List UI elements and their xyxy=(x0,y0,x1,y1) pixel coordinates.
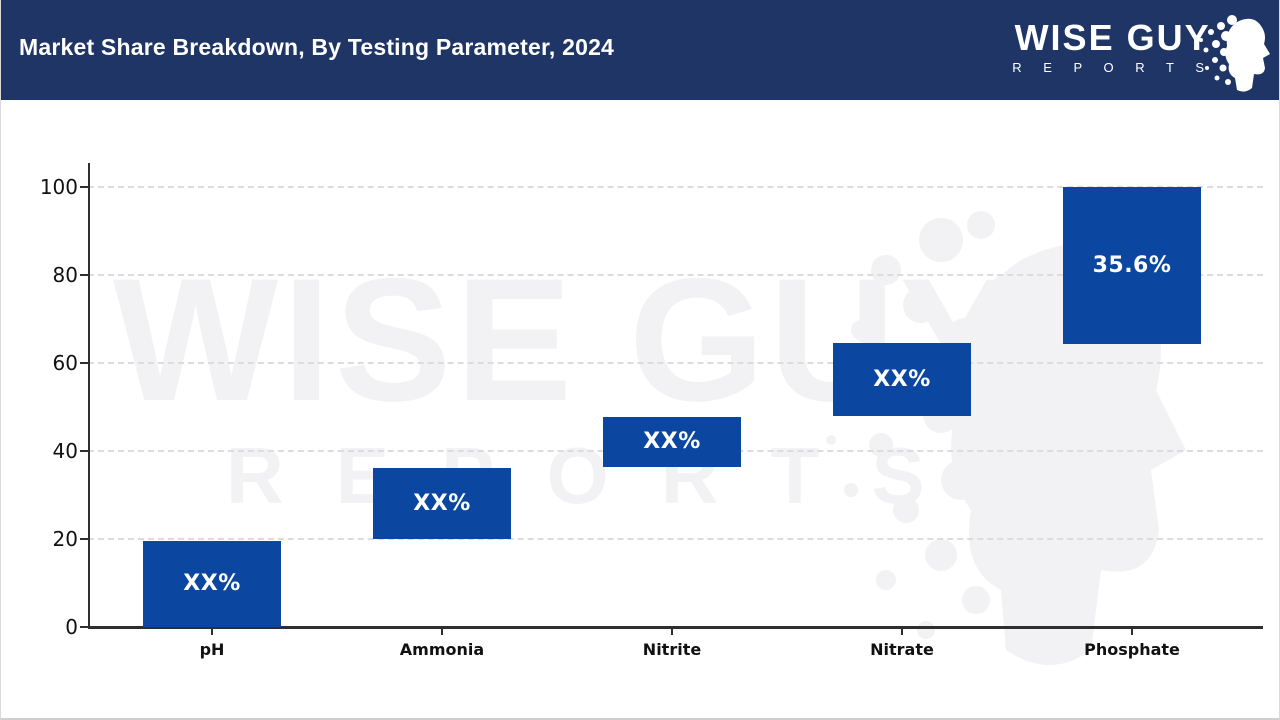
x-tick-label-pH: pH xyxy=(199,640,225,659)
bar-pH: XX% xyxy=(143,540,281,627)
y-tick-label-0: 0 xyxy=(65,615,78,639)
bar-Ammonia: XX% xyxy=(373,467,511,540)
y-tick-label-40: 40 xyxy=(52,439,78,463)
y-tick-40 xyxy=(80,450,88,452)
bar-Nitrate: XX% xyxy=(833,342,971,417)
gridline-100 xyxy=(88,186,1263,188)
x-axis-spine xyxy=(88,626,1263,629)
y-tick-label-80: 80 xyxy=(52,263,78,287)
x-tick-label-Phosphate: Phosphate xyxy=(1084,640,1180,659)
x-tick-label-Ammonia: Ammonia xyxy=(399,640,485,659)
logo-head-icon xyxy=(1199,15,1270,92)
bar-value-label-pH: XX% xyxy=(183,571,241,597)
y-tick-20 xyxy=(80,538,88,540)
chart-title: Market Share Breakdown, By Testing Param… xyxy=(19,34,615,60)
logo-wordmark: WISE GUY xyxy=(1014,17,1211,58)
x-tick-Nitrate xyxy=(901,627,903,635)
gridline-60 xyxy=(88,362,1263,364)
y-tick-label-20: 20 xyxy=(52,527,78,551)
y-tick-80 xyxy=(80,274,88,276)
y-tick-label-100: 100 xyxy=(39,175,78,199)
header-banner: Market Share Breakdown, By Testing Param… xyxy=(1,0,1279,100)
bar-value-label-Nitrate: XX% xyxy=(873,366,931,392)
bar-Nitrite: XX% xyxy=(603,416,741,467)
y-tick-0 xyxy=(80,626,88,628)
x-tick-pH xyxy=(211,627,213,635)
x-tick-label-Nitrate: Nitrate xyxy=(870,640,934,659)
logo-text: WISE GUY R E P O R T S xyxy=(1012,18,1213,75)
chart-area: WISE GUY REPORTS 0 20 40 60 80 100 XX% pH XX% Amm… xyxy=(1,100,1279,718)
gridline-80 xyxy=(88,274,1263,276)
wise-guy-logo: WISE GUY R E P O R T S xyxy=(1012,8,1270,92)
bar-value-label-Nitrite: XX% xyxy=(643,429,701,455)
y-tick-100 xyxy=(80,186,88,188)
bar-value-label-Ammonia: XX% xyxy=(413,491,471,517)
logo-subtitle: R E P O R T S xyxy=(1012,59,1213,75)
x-tick-Ammonia xyxy=(441,627,443,635)
y-axis-spine xyxy=(88,163,90,627)
x-tick-label-Nitrite: Nitrite xyxy=(642,640,702,659)
bar-Phosphate: 35.6% xyxy=(1063,187,1201,344)
y-tick-60 xyxy=(80,362,88,364)
bar-value-label-Phosphate: 35.6% xyxy=(1092,252,1172,278)
y-tick-label-60: 60 xyxy=(52,351,78,375)
x-tick-Phosphate xyxy=(1131,627,1133,635)
x-tick-Nitrite xyxy=(671,627,673,635)
gridline-20 xyxy=(88,538,1263,540)
